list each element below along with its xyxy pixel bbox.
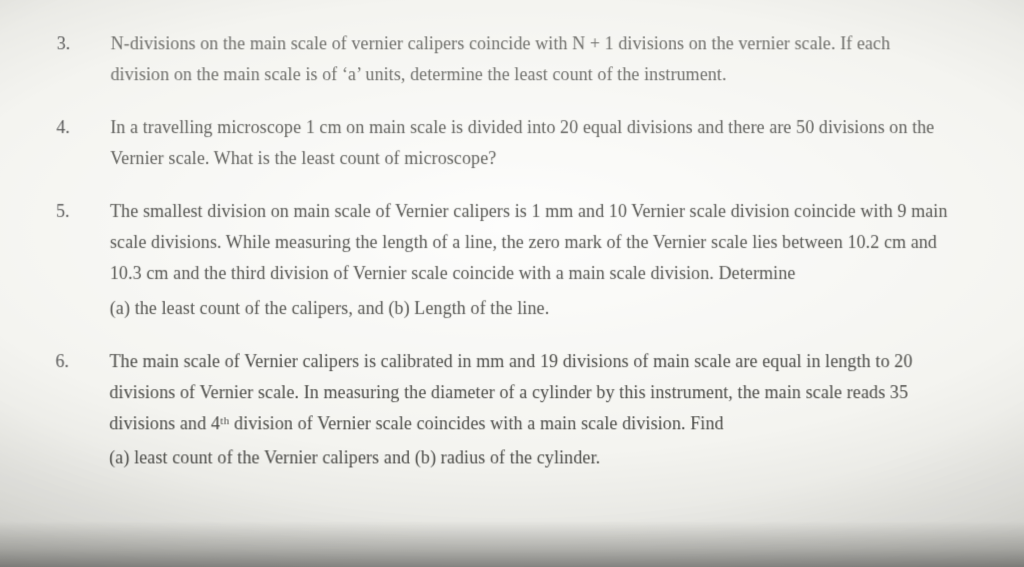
question-body: The main scale of Vernier calipers is ca…	[109, 351, 912, 433]
question-number: 5.	[56, 196, 70, 227]
question-5: 5. The smallest division on main scale o…	[110, 196, 953, 324]
question-subpart: (a) least count of the Vernier calipers …	[109, 443, 953, 474]
question-subpart: (a) the least count of the calipers, and…	[110, 293, 953, 324]
question-body: N-divisions on the main scale of vernier…	[111, 33, 891, 84]
question-number: 6.	[55, 346, 69, 377]
question-number: 3.	[57, 28, 71, 59]
question-body: The smallest division on main scale of V…	[110, 201, 948, 283]
question-3: 3. N-divisions on the main scale of vern…	[110, 28, 951, 90]
question-4: 4. In a travelling microscope 1 cm on ma…	[110, 112, 952, 174]
question-body: In a travelling microscope 1 cm on main …	[110, 117, 934, 168]
question-number: 4.	[56, 112, 70, 143]
page-content: 3. N-divisions on the main scale of vern…	[0, 0, 1024, 567]
question-6: 6. The main scale of Vernier calipers is…	[109, 346, 953, 474]
